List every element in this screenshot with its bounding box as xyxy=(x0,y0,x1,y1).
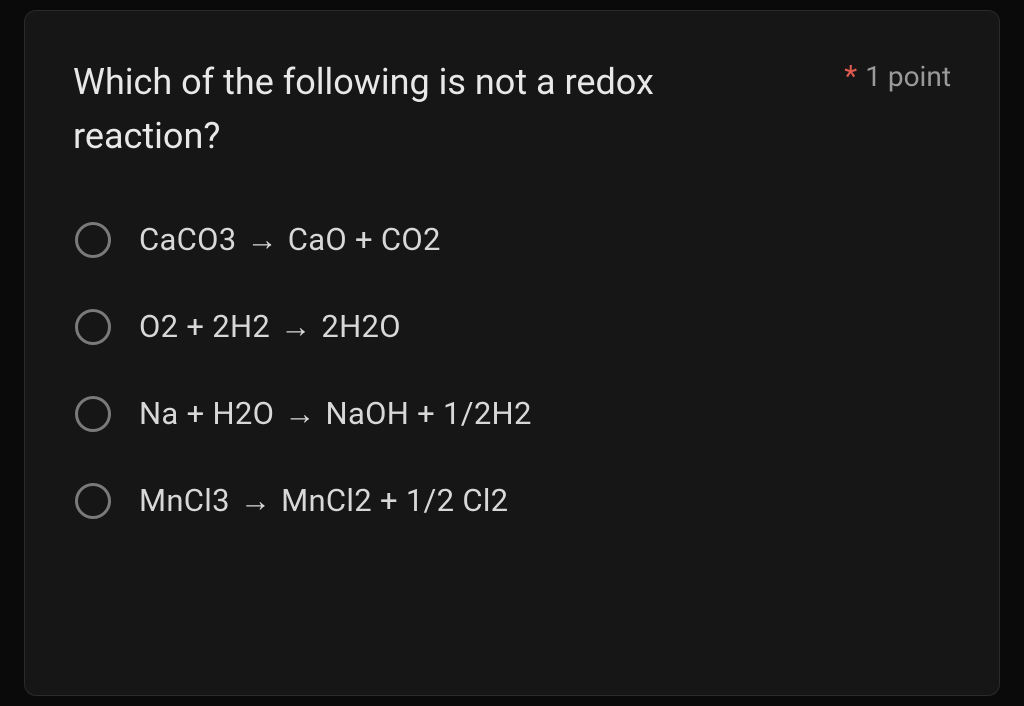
option-lhs: O2 + 2H2 xyxy=(139,308,270,345)
question-header: Which of the following is not a redox re… xyxy=(73,55,951,163)
option-lhs: Na + H2O xyxy=(139,395,274,432)
option-label: O2 + 2H2 → 2H2O xyxy=(139,308,401,345)
option-rhs: CaO + CO2 xyxy=(288,221,441,258)
option-lhs: CaCO3 xyxy=(139,221,236,258)
arrow-icon: → xyxy=(240,482,271,519)
option-1[interactable]: CaCO3 → CaO + CO2 xyxy=(75,221,951,258)
points-indicator: * 1 point xyxy=(844,55,951,94)
radio-icon[interactable] xyxy=(75,222,111,258)
points-label: 1 point xyxy=(865,60,951,93)
radio-icon[interactable] xyxy=(75,309,111,345)
option-2[interactable]: O2 + 2H2 → 2H2O xyxy=(75,308,951,345)
option-label: MnCl3 → MnCl2 + 1/2 Cl2 xyxy=(139,482,508,519)
required-star-icon: * xyxy=(844,59,857,94)
question-text: Which of the following is not a redox re… xyxy=(73,55,713,163)
arrow-icon: → xyxy=(280,308,311,345)
option-rhs: NaOH + 1/2H2 xyxy=(326,395,532,432)
arrow-icon: → xyxy=(246,221,277,258)
option-rhs: 2H2O xyxy=(321,308,401,345)
option-3[interactable]: Na + H2O → NaOH + 1/2H2 xyxy=(75,395,951,432)
question-card: Which of the following is not a redox re… xyxy=(24,10,1000,696)
option-4[interactable]: MnCl3 → MnCl2 + 1/2 Cl2 xyxy=(75,482,951,519)
option-rhs: MnCl2 + 1/2 Cl2 xyxy=(281,482,508,519)
radio-icon[interactable] xyxy=(75,396,111,432)
arrow-icon: → xyxy=(284,395,315,432)
option-label: Na + H2O → NaOH + 1/2H2 xyxy=(139,395,532,432)
radio-icon[interactable] xyxy=(75,483,111,519)
option-label: CaCO3 → CaO + CO2 xyxy=(139,221,441,258)
option-lhs: MnCl3 xyxy=(139,482,230,519)
options-group: CaCO3 → CaO + CO2 O2 + 2H2 → 2H2O Na + H… xyxy=(73,221,951,519)
